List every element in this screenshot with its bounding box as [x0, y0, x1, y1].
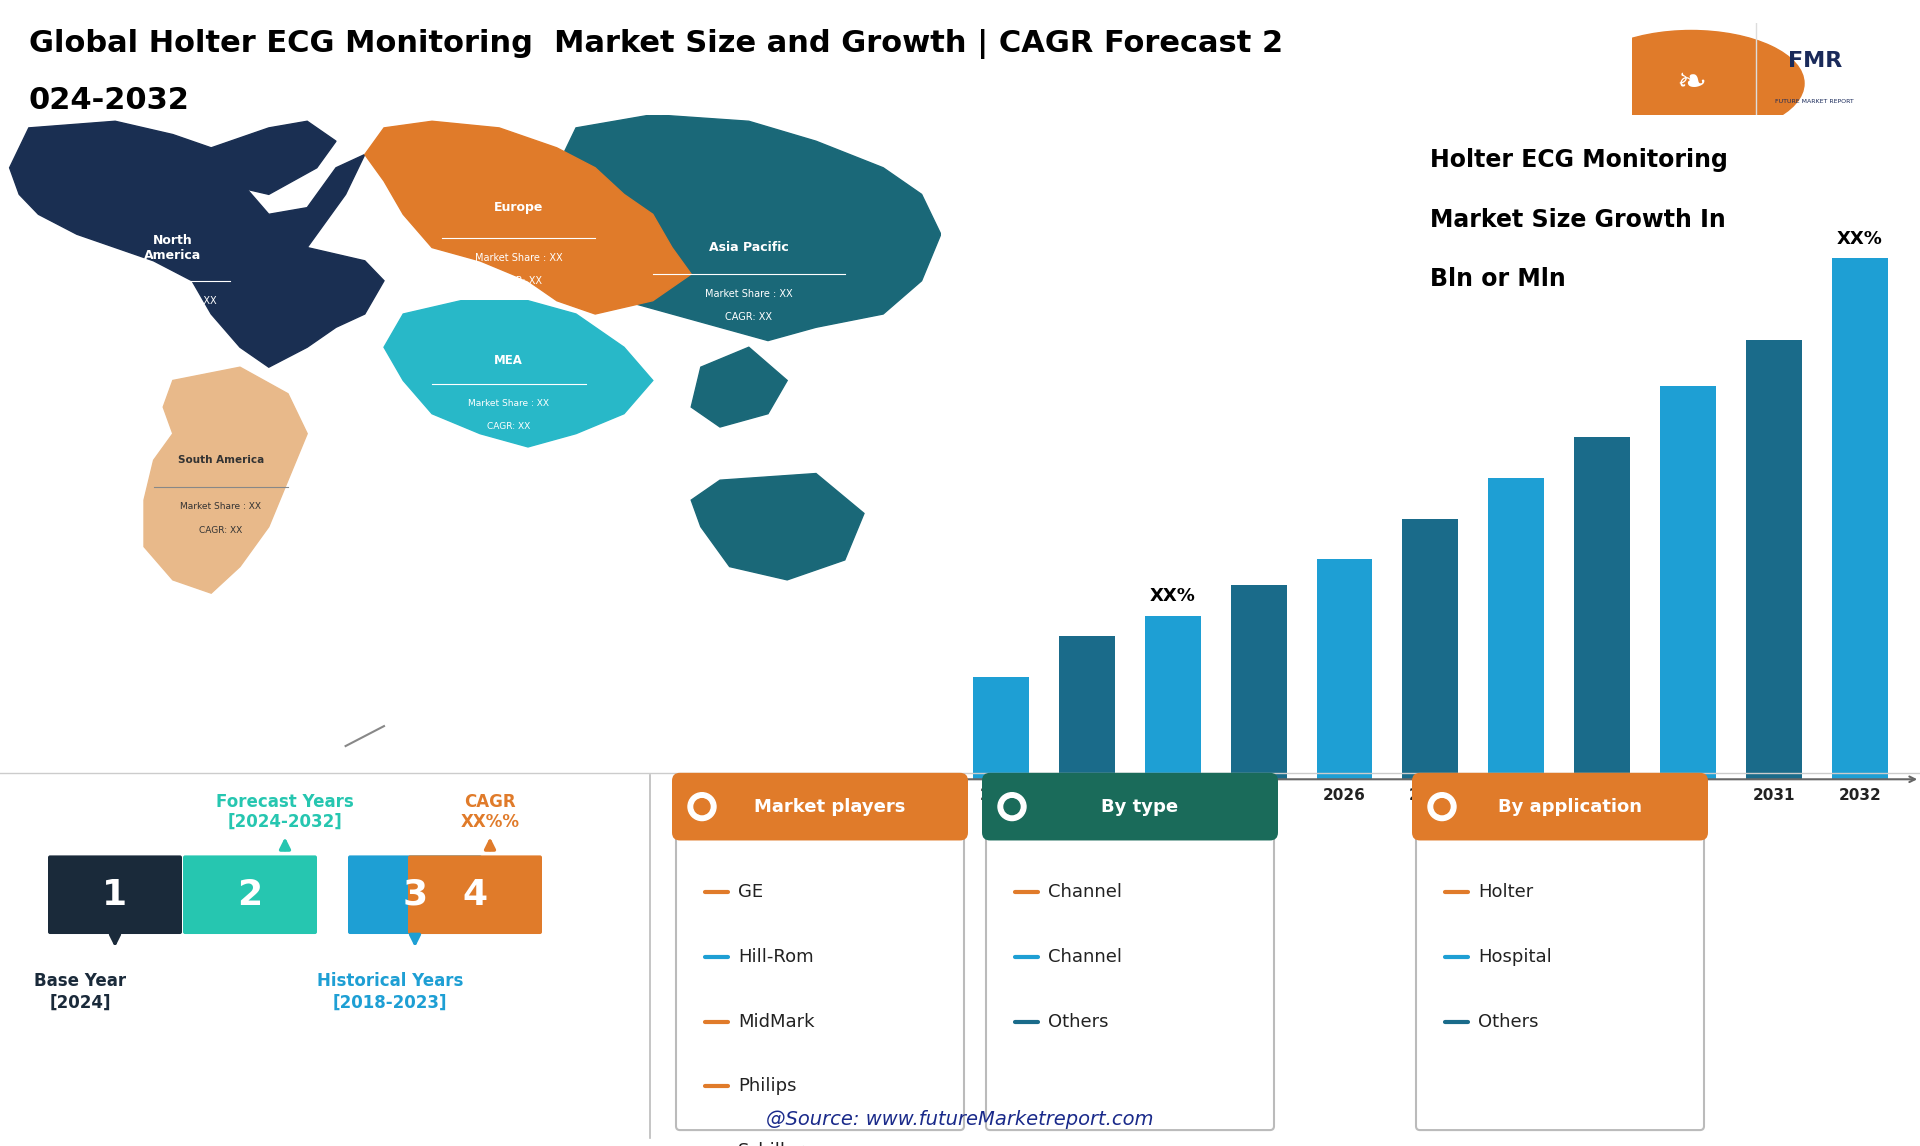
- Text: South America: South America: [179, 455, 263, 465]
- Text: Others: Others: [1478, 1013, 1538, 1030]
- Text: Global Holter ECG Monitoring  Market Size and Growth | CAGR Forecast 2: Global Holter ECG Monitoring Market Size…: [29, 29, 1283, 58]
- Text: CAGR: XX: CAGR: XX: [150, 319, 196, 329]
- FancyBboxPatch shape: [676, 833, 964, 1130]
- Bar: [1745, 339, 1801, 779]
- Circle shape: [1434, 799, 1450, 815]
- Bar: [1574, 437, 1630, 779]
- Text: Bln or Mln: Bln or Mln: [1430, 267, 1567, 291]
- Text: Hill-Rom: Hill-Rom: [737, 948, 814, 966]
- Text: By application: By application: [1498, 798, 1642, 816]
- FancyBboxPatch shape: [1417, 833, 1705, 1130]
- Text: XX%: XX%: [1837, 229, 1884, 248]
- FancyBboxPatch shape: [1411, 772, 1709, 840]
- FancyBboxPatch shape: [672, 772, 968, 840]
- Text: MidMark: MidMark: [737, 1013, 814, 1030]
- Text: CAGR: XX: CAGR: XX: [488, 423, 530, 432]
- FancyBboxPatch shape: [981, 772, 1279, 840]
- Polygon shape: [10, 121, 384, 367]
- Polygon shape: [538, 115, 941, 340]
- Text: Channel: Channel: [1048, 884, 1121, 901]
- Polygon shape: [691, 473, 864, 580]
- Text: GE: GE: [737, 884, 762, 901]
- Text: CAGR: XX: CAGR: XX: [200, 526, 242, 534]
- Text: 3: 3: [403, 878, 428, 912]
- Text: Channel: Channel: [1048, 948, 1121, 966]
- Text: Market Share : XX: Market Share : XX: [129, 296, 217, 306]
- Text: Europe: Europe: [493, 202, 543, 214]
- Polygon shape: [691, 347, 787, 427]
- Circle shape: [1428, 793, 1455, 821]
- FancyBboxPatch shape: [182, 855, 317, 934]
- Text: MEA: MEA: [493, 354, 524, 367]
- Text: XX%%: XX%%: [461, 813, 520, 831]
- Polygon shape: [384, 300, 653, 447]
- Text: Market players: Market players: [755, 798, 906, 816]
- Circle shape: [687, 793, 716, 821]
- Text: Historical Years: Historical Years: [317, 972, 463, 990]
- Text: Base Year: Base Year: [35, 972, 127, 990]
- Text: Holter: Holter: [1478, 884, 1534, 901]
- Circle shape: [998, 793, 1025, 821]
- Text: 1: 1: [102, 878, 127, 912]
- Text: CAGR: XX: CAGR: XX: [495, 276, 541, 285]
- Text: CAGR: XX: CAGR: XX: [726, 313, 772, 322]
- Text: North
America: North America: [144, 234, 202, 261]
- Bar: [1661, 385, 1716, 779]
- Text: 024-2032: 024-2032: [29, 86, 190, 115]
- Text: Market Share : XX: Market Share : XX: [474, 252, 563, 262]
- Circle shape: [693, 799, 710, 815]
- Text: @Source: www.futureMarketreport.com: @Source: www.futureMarketreport.com: [766, 1109, 1154, 1129]
- Text: FMR: FMR: [1788, 50, 1841, 71]
- Circle shape: [1004, 799, 1020, 815]
- Text: Market Size Growth In: Market Size Growth In: [1430, 207, 1726, 231]
- Polygon shape: [211, 121, 336, 195]
- Text: [2018-2023]: [2018-2023]: [332, 994, 447, 1012]
- Text: 2: 2: [238, 878, 263, 912]
- Text: Others: Others: [1048, 1013, 1108, 1030]
- Text: Market Share : XX: Market Share : XX: [705, 289, 793, 299]
- Bar: [1832, 258, 1887, 779]
- Circle shape: [1578, 31, 1805, 136]
- FancyBboxPatch shape: [48, 855, 182, 934]
- Text: 4: 4: [463, 878, 488, 912]
- Bar: [1402, 518, 1459, 779]
- FancyBboxPatch shape: [348, 855, 482, 934]
- Text: Philips: Philips: [737, 1077, 797, 1096]
- Polygon shape: [144, 367, 307, 594]
- Text: [2024-2032]: [2024-2032]: [228, 813, 342, 831]
- Text: By type: By type: [1102, 798, 1179, 816]
- Polygon shape: [365, 121, 691, 314]
- Text: Hospital: Hospital: [1478, 948, 1551, 966]
- Text: FUTURE MARKET REPORT: FUTURE MARKET REPORT: [1776, 99, 1855, 103]
- Text: CAGR: CAGR: [465, 793, 516, 810]
- Bar: [1488, 478, 1544, 779]
- Text: XX%: XX%: [1150, 588, 1196, 605]
- Bar: [1317, 559, 1373, 779]
- Bar: [1060, 636, 1116, 779]
- Text: Holter ECG Monitoring: Holter ECG Monitoring: [1430, 148, 1728, 172]
- Text: ❧: ❧: [1676, 66, 1707, 101]
- Text: [2024]: [2024]: [50, 994, 111, 1012]
- FancyBboxPatch shape: [987, 833, 1275, 1130]
- Text: Market Share : XX: Market Share : XX: [468, 399, 549, 408]
- Text: Schiller: Schiller: [737, 1141, 804, 1146]
- Bar: [973, 677, 1029, 779]
- Bar: [1144, 615, 1200, 779]
- Text: Asia Pacific: Asia Pacific: [708, 241, 789, 254]
- Bar: [1231, 584, 1286, 779]
- FancyBboxPatch shape: [407, 855, 541, 934]
- Text: Market Share : XX: Market Share : XX: [180, 502, 261, 511]
- Text: Forecast Years: Forecast Years: [217, 793, 353, 810]
